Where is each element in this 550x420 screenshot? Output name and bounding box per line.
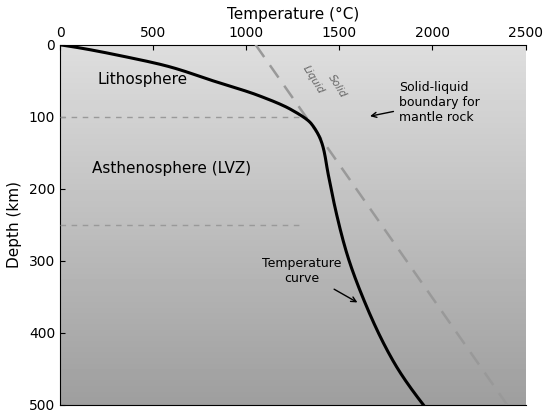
Y-axis label: Depth (km): Depth (km) bbox=[7, 181, 22, 268]
Text: Liquid: Liquid bbox=[301, 63, 326, 95]
X-axis label: Temperature (°C): Temperature (°C) bbox=[227, 7, 359, 22]
Text: Temperature
curve: Temperature curve bbox=[262, 257, 356, 302]
Text: Asthenosphere (LVZ): Asthenosphere (LVZ) bbox=[92, 161, 251, 176]
Text: Solid-liquid
boundary for
mantle rock: Solid-liquid boundary for mantle rock bbox=[372, 81, 480, 124]
Text: Lithosphere: Lithosphere bbox=[97, 72, 188, 87]
Text: Solid: Solid bbox=[327, 73, 349, 100]
